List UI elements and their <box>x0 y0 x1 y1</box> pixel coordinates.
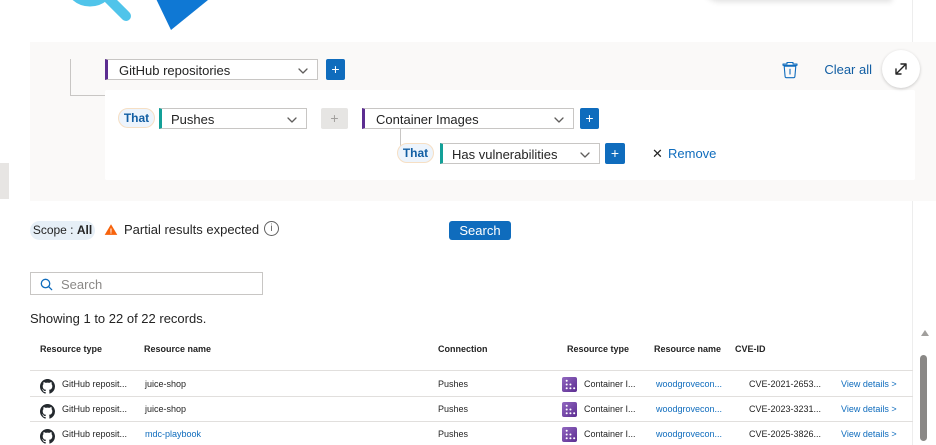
svg-text:!: ! <box>110 226 112 235</box>
